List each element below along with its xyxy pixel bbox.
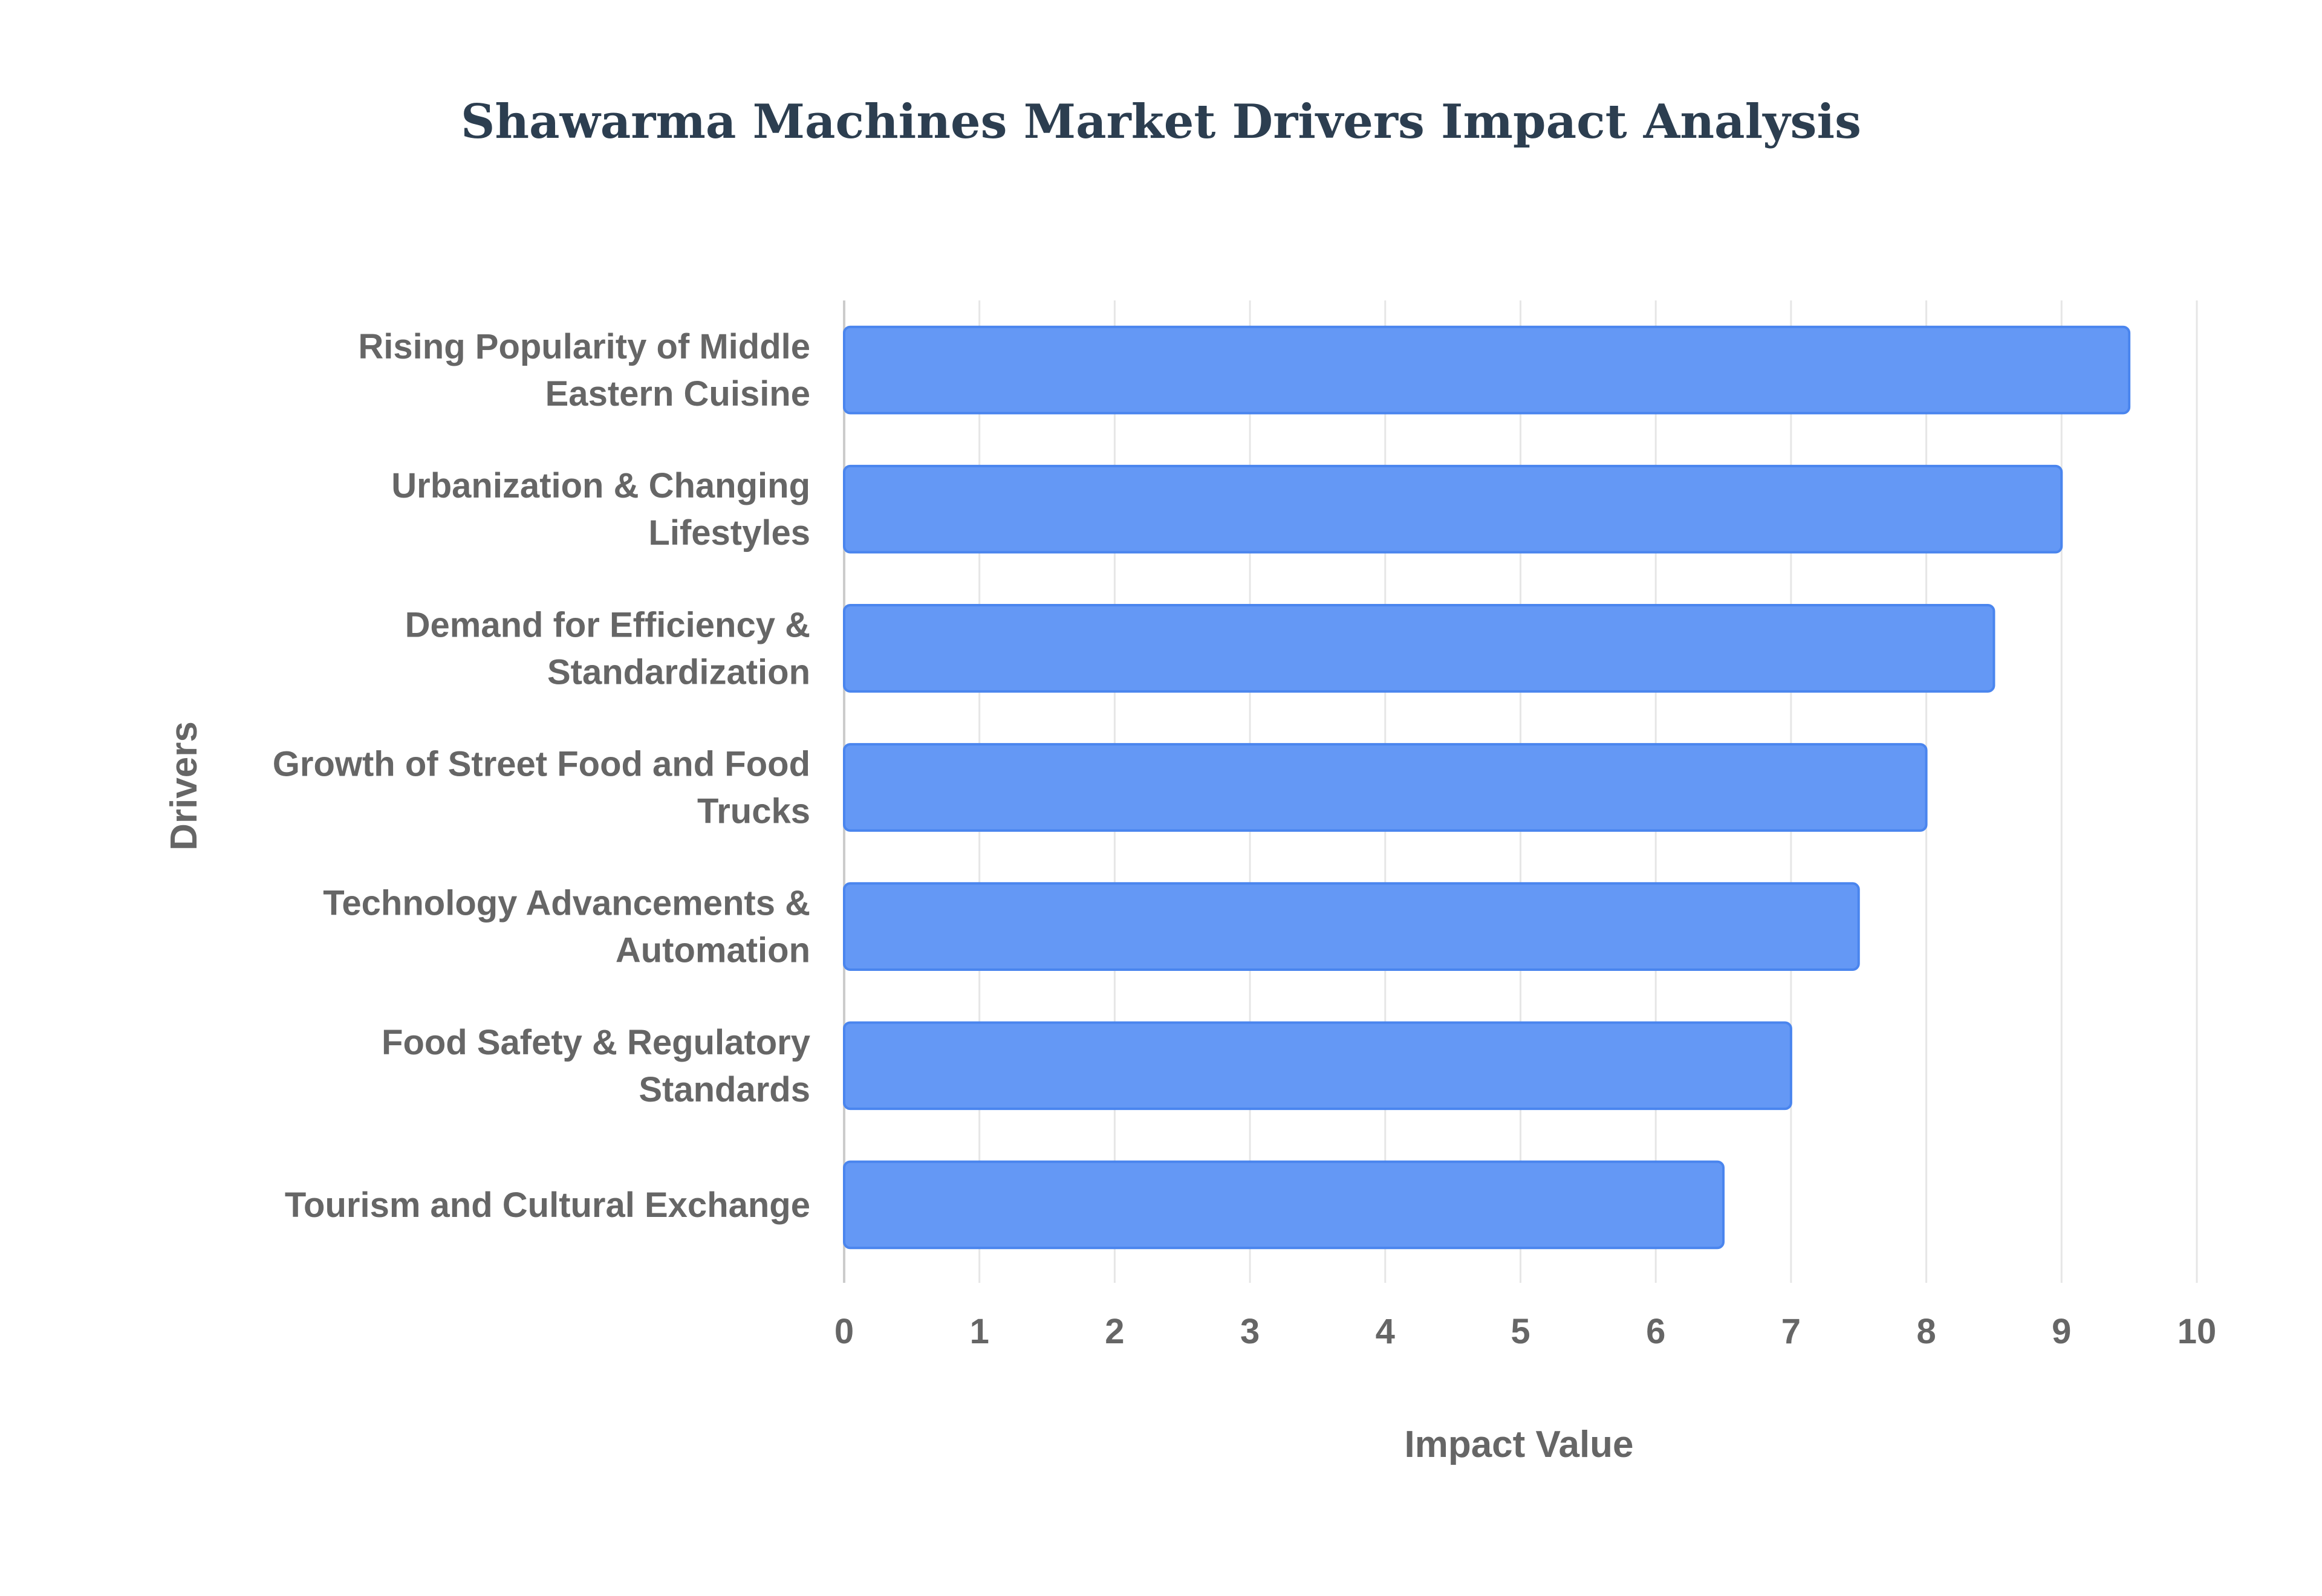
bar[interactable] (843, 1021, 1792, 1111)
x-tick-label: 9 (2052, 1312, 2071, 1351)
bars (843, 325, 2131, 1250)
x-tick-label: 8 (1916, 1312, 1936, 1351)
x-tick-label: 4 (1376, 1312, 1395, 1351)
x-tick-label: 0 (834, 1312, 854, 1351)
bar[interactable] (843, 325, 2131, 415)
bar[interactable] (843, 1160, 1725, 1250)
category-label: Growth of Street Food and Food Trucks (273, 745, 810, 831)
category-label: Demand for Efficiency & Standardization (405, 605, 810, 692)
category-labels: Rising Popularity of Middle Eastern Cuisi… (273, 327, 810, 1225)
x-tick-label: 1 (970, 1312, 989, 1351)
category-label: Technology Advancements & Automation (323, 884, 810, 970)
x-tick-label: 5 (1511, 1312, 1530, 1351)
x-tick-label: 6 (1646, 1312, 1665, 1351)
x-axis-title: Impact Value (1404, 1424, 1633, 1465)
chart-title: Shawarma Machines Market Drivers Impact … (461, 94, 1861, 149)
y-axis-title: Drivers (163, 721, 205, 851)
bar[interactable] (843, 743, 1928, 832)
x-tick-labels: 0 1 2 3 4 5 6 7 8 9 10 (834, 1312, 2216, 1351)
category-label: Urbanization & Changing Lifestyles (391, 466, 810, 553)
category-label: Rising Popularity of Middle Eastern Cuisi… (358, 327, 810, 414)
bar[interactable] (843, 882, 1860, 971)
x-tick-label: 7 (1781, 1312, 1801, 1351)
x-tick-label: 10 (2177, 1312, 2217, 1351)
category-label: Tourism and Cultural Exchange (285, 1186, 810, 1225)
x-tick-label: 3 (1240, 1312, 1260, 1351)
category-label: Food Safety & Regulatory Standards (382, 1023, 810, 1109)
bar[interactable] (843, 464, 2063, 554)
bar[interactable] (843, 604, 1995, 693)
x-tick-label: 2 (1105, 1312, 1124, 1351)
